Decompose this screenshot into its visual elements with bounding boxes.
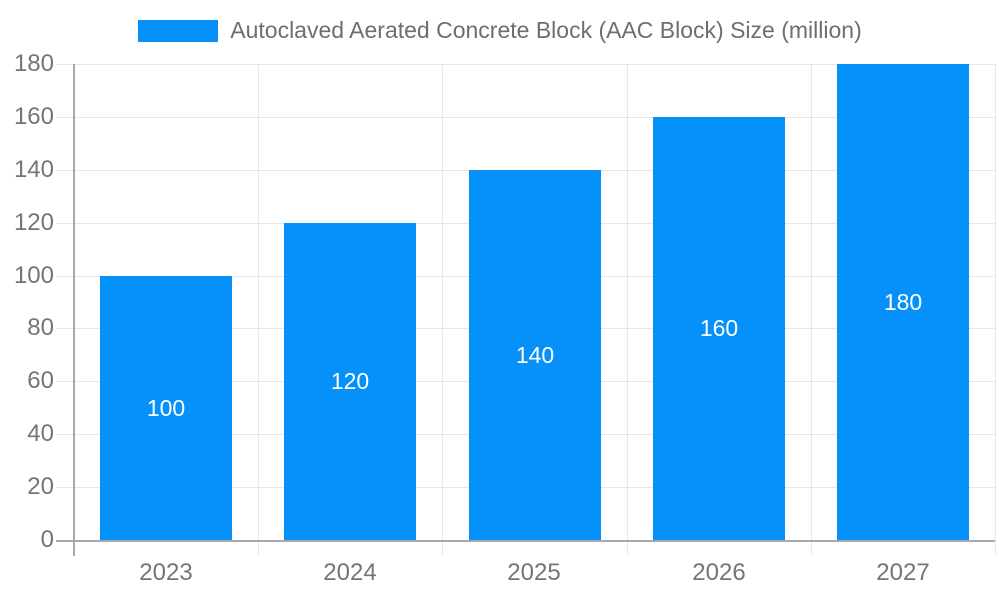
bar-value-label: 120	[330, 368, 370, 394]
legend-swatch[interactable]	[138, 19, 219, 42]
y-axis-tick-label: 80	[27, 314, 54, 341]
bar-value-label: 180	[883, 289, 923, 315]
y-axis-tick-label: 100	[13, 262, 54, 289]
v-gridline	[811, 64, 812, 555]
y-axis-tick-label: 160	[13, 103, 54, 130]
bar-2025[interactable]	[469, 170, 601, 540]
legend-label: Autoclaved Aerated Concrete Block (AAC B…	[230, 17, 862, 43]
y-axis-tick-label: 60	[27, 367, 54, 394]
x-axis-tick-label: 2027	[876, 559, 930, 586]
legend[interactable]: Autoclaved Aerated Concrete Block (AAC B…	[0, 17, 1000, 44]
x-axis-tick-label: 2026	[692, 559, 746, 586]
h-gridline	[56, 117, 995, 118]
y-axis-tick-label: 180	[13, 50, 54, 77]
y-axis-tick-label: 120	[13, 209, 54, 236]
v-gridline	[258, 64, 259, 555]
v-gridline	[627, 64, 628, 555]
y-axis-tick-label: 0	[40, 526, 54, 553]
x-axis-tick-label: 2025	[507, 559, 561, 586]
bar-2027[interactable]	[837, 64, 969, 540]
bar-value-label: 160	[699, 315, 739, 341]
bar-value-label: 100	[146, 395, 186, 421]
bar-2024[interactable]	[284, 223, 416, 540]
y-axis-tick-label: 20	[27, 473, 54, 500]
h-gridline	[56, 64, 995, 65]
y-axis-tick-label: 140	[13, 156, 54, 183]
x-axis-tick-label: 2023	[139, 559, 193, 586]
y-axis-tick-label: 40	[27, 420, 54, 447]
x-axis-line	[56, 540, 995, 542]
v-gridline	[442, 64, 443, 555]
x-axis-tick-label: 2024	[323, 559, 377, 586]
bar-value-label: 140	[515, 342, 555, 368]
bar-2023[interactable]	[100, 276, 232, 540]
y-axis-line	[73, 64, 75, 556]
v-gridline	[995, 64, 996, 555]
bar-2026[interactable]	[653, 117, 785, 540]
